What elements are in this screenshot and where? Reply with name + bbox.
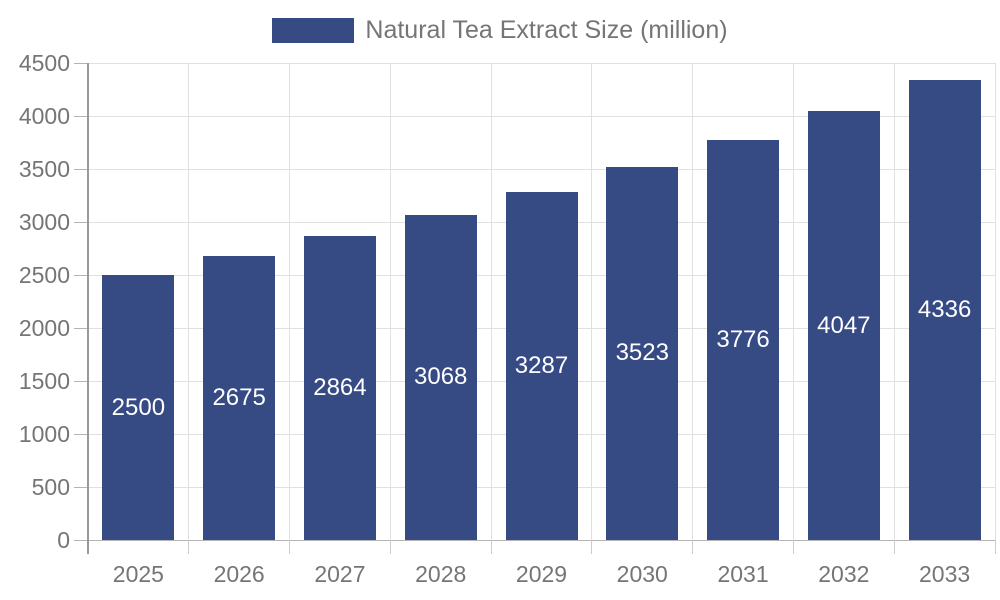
y-axis-line <box>87 63 89 554</box>
y-tick-mark <box>74 168 88 170</box>
y-tick-label: 500 <box>31 474 70 500</box>
gridline-vertical <box>994 63 996 540</box>
gridline-horizontal <box>88 168 995 170</box>
bar-value-label: 2864 <box>313 374 367 402</box>
legend-swatch <box>272 17 355 43</box>
x-tick-label: 2031 <box>717 561 769 587</box>
bar-value-label: 3523 <box>615 339 669 367</box>
x-tick-mark <box>591 540 593 554</box>
y-tick-label: 2000 <box>18 315 70 341</box>
bar-value-label: 2500 <box>111 393 166 421</box>
gridline-vertical <box>289 63 291 540</box>
x-tick-mark <box>490 540 492 554</box>
bar-value-label: 3068 <box>414 363 468 391</box>
x-tick-label: 2026 <box>213 561 265 587</box>
x-tick-mark <box>188 540 190 554</box>
gridline-vertical <box>792 63 794 540</box>
x-tick-label: 2028 <box>415 561 467 587</box>
y-tick-mark <box>74 221 88 223</box>
y-tick-mark <box>74 433 88 435</box>
legend-label: Natural Tea Extract Size (million) <box>365 15 728 44</box>
bar: 3523 <box>606 166 679 540</box>
bar: 3776 <box>707 139 780 540</box>
y-tick-label: 1000 <box>18 421 70 447</box>
x-tick-label: 2033 <box>919 561 971 587</box>
bar: 4047 <box>807 111 880 540</box>
bar-value-label: 3776 <box>716 325 770 353</box>
x-tick-label: 2029 <box>515 561 568 587</box>
x-tick-mark <box>289 540 291 554</box>
y-tick-mark <box>74 62 88 64</box>
x-axis-line <box>88 539 995 541</box>
gridline-vertical <box>591 63 593 540</box>
x-tick-mark <box>893 540 895 554</box>
gridline-vertical <box>490 63 492 540</box>
gridline-vertical <box>389 63 391 540</box>
x-tick-label: 2030 <box>616 561 668 587</box>
bar: 2500 <box>102 275 175 540</box>
y-tick-mark <box>74 327 88 329</box>
y-tick-label: 4500 <box>18 50 70 76</box>
x-tick-label: 2032 <box>818 561 870 587</box>
gridline-horizontal <box>88 62 995 64</box>
bar: 3287 <box>505 191 578 540</box>
gridline-vertical <box>893 63 895 540</box>
x-tick-mark <box>792 540 794 554</box>
gridline-vertical <box>188 63 190 540</box>
y-tick-label: 1500 <box>18 368 70 394</box>
y-tick-mark <box>74 486 88 488</box>
x-tick-label: 2027 <box>314 561 366 587</box>
legend-item[interactable]: Natural Tea Extract Size (million) <box>0 16 1000 44</box>
bar: 2864 <box>303 236 376 540</box>
y-tick-mark <box>74 380 88 382</box>
bar: 2675 <box>203 256 276 540</box>
y-tick-mark <box>74 539 88 541</box>
y-tick-label: 0 <box>57 527 70 553</box>
x-tick-mark <box>692 540 694 554</box>
y-tick-label: 2500 <box>18 262 70 288</box>
y-tick-label: 3500 <box>18 156 70 182</box>
x-tick-mark <box>389 540 391 554</box>
y-tick-label: 3000 <box>18 209 70 235</box>
y-tick-mark <box>74 274 88 276</box>
bar: 3068 <box>404 214 477 540</box>
bar-value-label: 2675 <box>212 384 266 412</box>
x-tick-mark <box>994 540 996 554</box>
bar-value-label: 3287 <box>514 351 569 379</box>
bar-value-label: 4047 <box>817 311 871 339</box>
gridline-horizontal <box>88 115 995 117</box>
bar-value-label: 4336 <box>917 296 972 324</box>
gridline-vertical <box>692 63 694 540</box>
x-tick-label: 2025 <box>112 561 164 587</box>
y-tick-label: 4000 <box>18 103 70 129</box>
y-tick-mark <box>74 115 88 117</box>
bar: 4336 <box>908 80 981 540</box>
